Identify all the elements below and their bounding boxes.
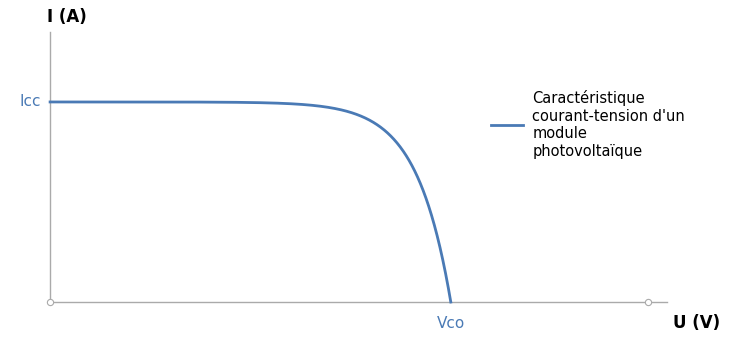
Text: U (V): U (V) bbox=[673, 314, 720, 332]
Text: I (A): I (A) bbox=[47, 8, 87, 26]
Legend: Caractéristique
courant-tension d'un
module
photovoltaïque: Caractéristique courant-tension d'un mod… bbox=[485, 85, 691, 164]
Text: Icc: Icc bbox=[20, 95, 41, 109]
Text: Vco: Vco bbox=[437, 316, 465, 331]
